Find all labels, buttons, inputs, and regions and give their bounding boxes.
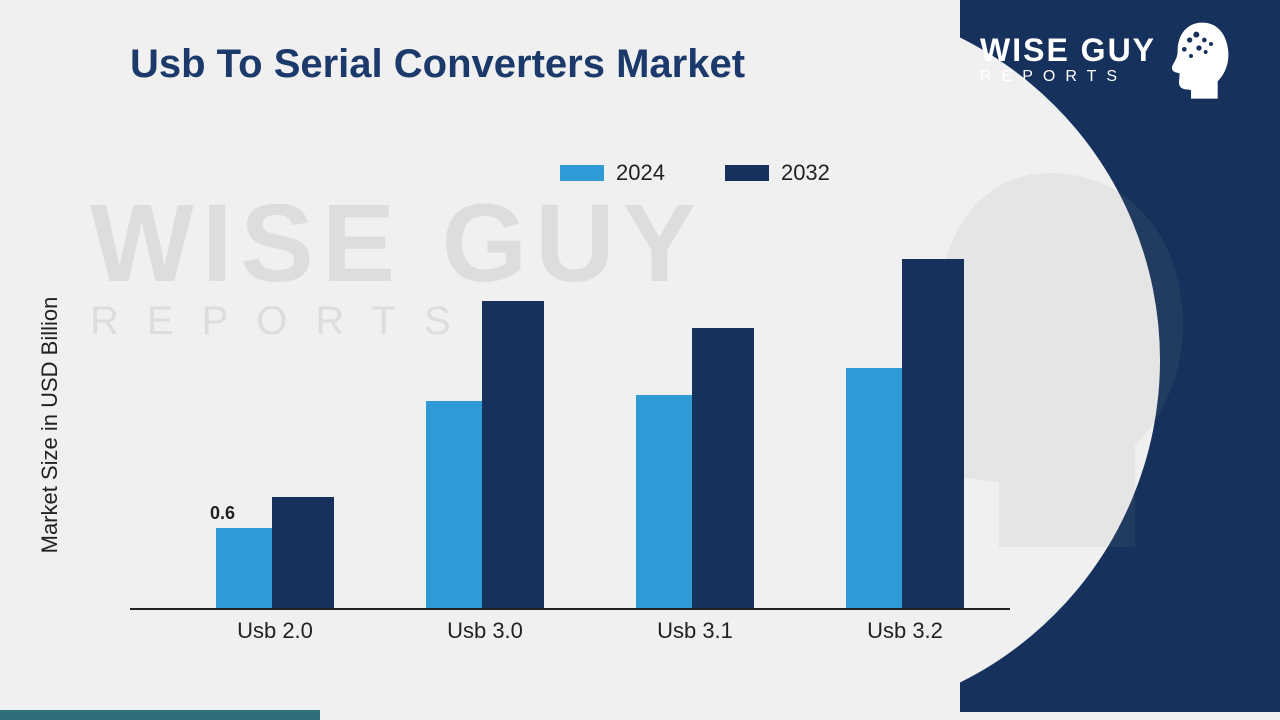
category-label: Usb 3.2 xyxy=(830,618,980,644)
category-label: Usb 3.1 xyxy=(620,618,770,644)
bar xyxy=(692,328,754,608)
legend-label: 2024 xyxy=(616,160,665,186)
bar-group xyxy=(410,301,560,608)
bar xyxy=(426,401,488,608)
plot-area: Usb 2.0Usb 3.0Usb 3.1Usb 3.20.6 xyxy=(130,210,1010,610)
bar xyxy=(636,395,698,608)
legend-label: 2032 xyxy=(781,160,830,186)
category-label: Usb 3.0 xyxy=(410,618,560,644)
bar-group xyxy=(830,259,980,608)
category-label: Usb 2.0 xyxy=(200,618,350,644)
legend-item: 2032 xyxy=(725,160,830,186)
bar-value-label: 0.6 xyxy=(210,503,235,524)
legend-swatch xyxy=(560,165,604,181)
brand-line2: REPORTS xyxy=(980,68,1156,86)
y-axis-label: Market Size in USD Billion xyxy=(37,297,63,554)
legend: 2024 2032 xyxy=(560,160,830,186)
page-title: Usb To Serial Converters Market xyxy=(130,42,745,87)
brand-text: WISE GUY REPORTS xyxy=(980,34,1156,86)
bar-group xyxy=(620,328,770,608)
brand-logo: WISE GUY REPORTS xyxy=(980,20,1260,100)
bar xyxy=(482,301,544,608)
bar xyxy=(846,368,908,608)
brand-line1: WISE GUY xyxy=(980,34,1156,66)
bar xyxy=(272,497,334,608)
bottom-accent-bar xyxy=(0,710,320,720)
bar xyxy=(902,259,964,608)
canvas: WISE GUY REPORTS Usb To Serial Converter… xyxy=(0,0,1280,720)
brand-head-icon xyxy=(1164,20,1234,100)
legend-swatch xyxy=(725,165,769,181)
bar xyxy=(216,528,278,608)
legend-item: 2024 xyxy=(560,160,665,186)
bar-chart: Market Size in USD Billion Usb 2.0Usb 3.… xyxy=(110,210,1010,640)
